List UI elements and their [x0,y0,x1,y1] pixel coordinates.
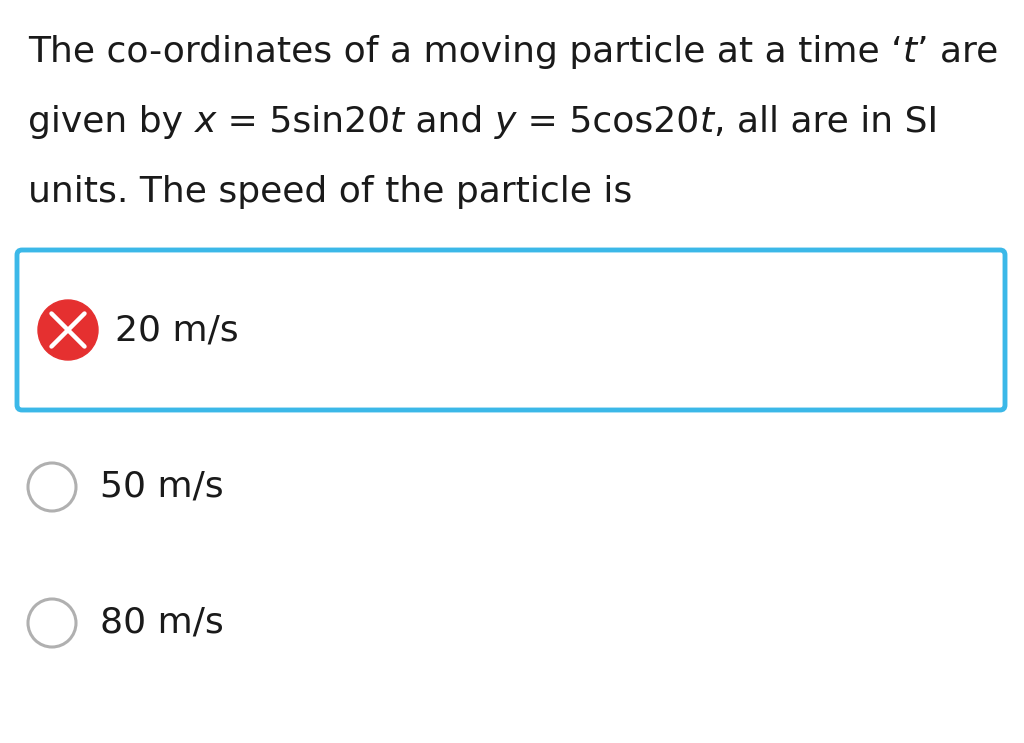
Text: The co-ordinates of a moving particle at a time ‘: The co-ordinates of a moving particle at… [28,35,903,69]
Text: 20 m/s: 20 m/s [115,313,239,347]
Text: t: t [699,105,714,139]
Text: y: y [495,105,516,139]
Text: ’ are: ’ are [916,35,998,69]
Text: t: t [903,35,916,69]
Text: = 5cos20: = 5cos20 [516,105,699,139]
FancyBboxPatch shape [17,250,1005,410]
Text: , all are in SI: , all are in SI [714,105,938,139]
Text: x: x [195,105,216,139]
Circle shape [28,599,76,647]
Circle shape [28,463,76,511]
Text: = 5sin20: = 5sin20 [216,105,390,139]
Text: t: t [390,105,404,139]
Text: and: and [404,105,495,139]
Text: given by: given by [28,105,195,139]
Circle shape [38,300,98,360]
Text: 80 m/s: 80 m/s [100,606,224,640]
Text: units. The speed of the particle is: units. The speed of the particle is [28,175,632,209]
Text: 50 m/s: 50 m/s [100,470,223,504]
